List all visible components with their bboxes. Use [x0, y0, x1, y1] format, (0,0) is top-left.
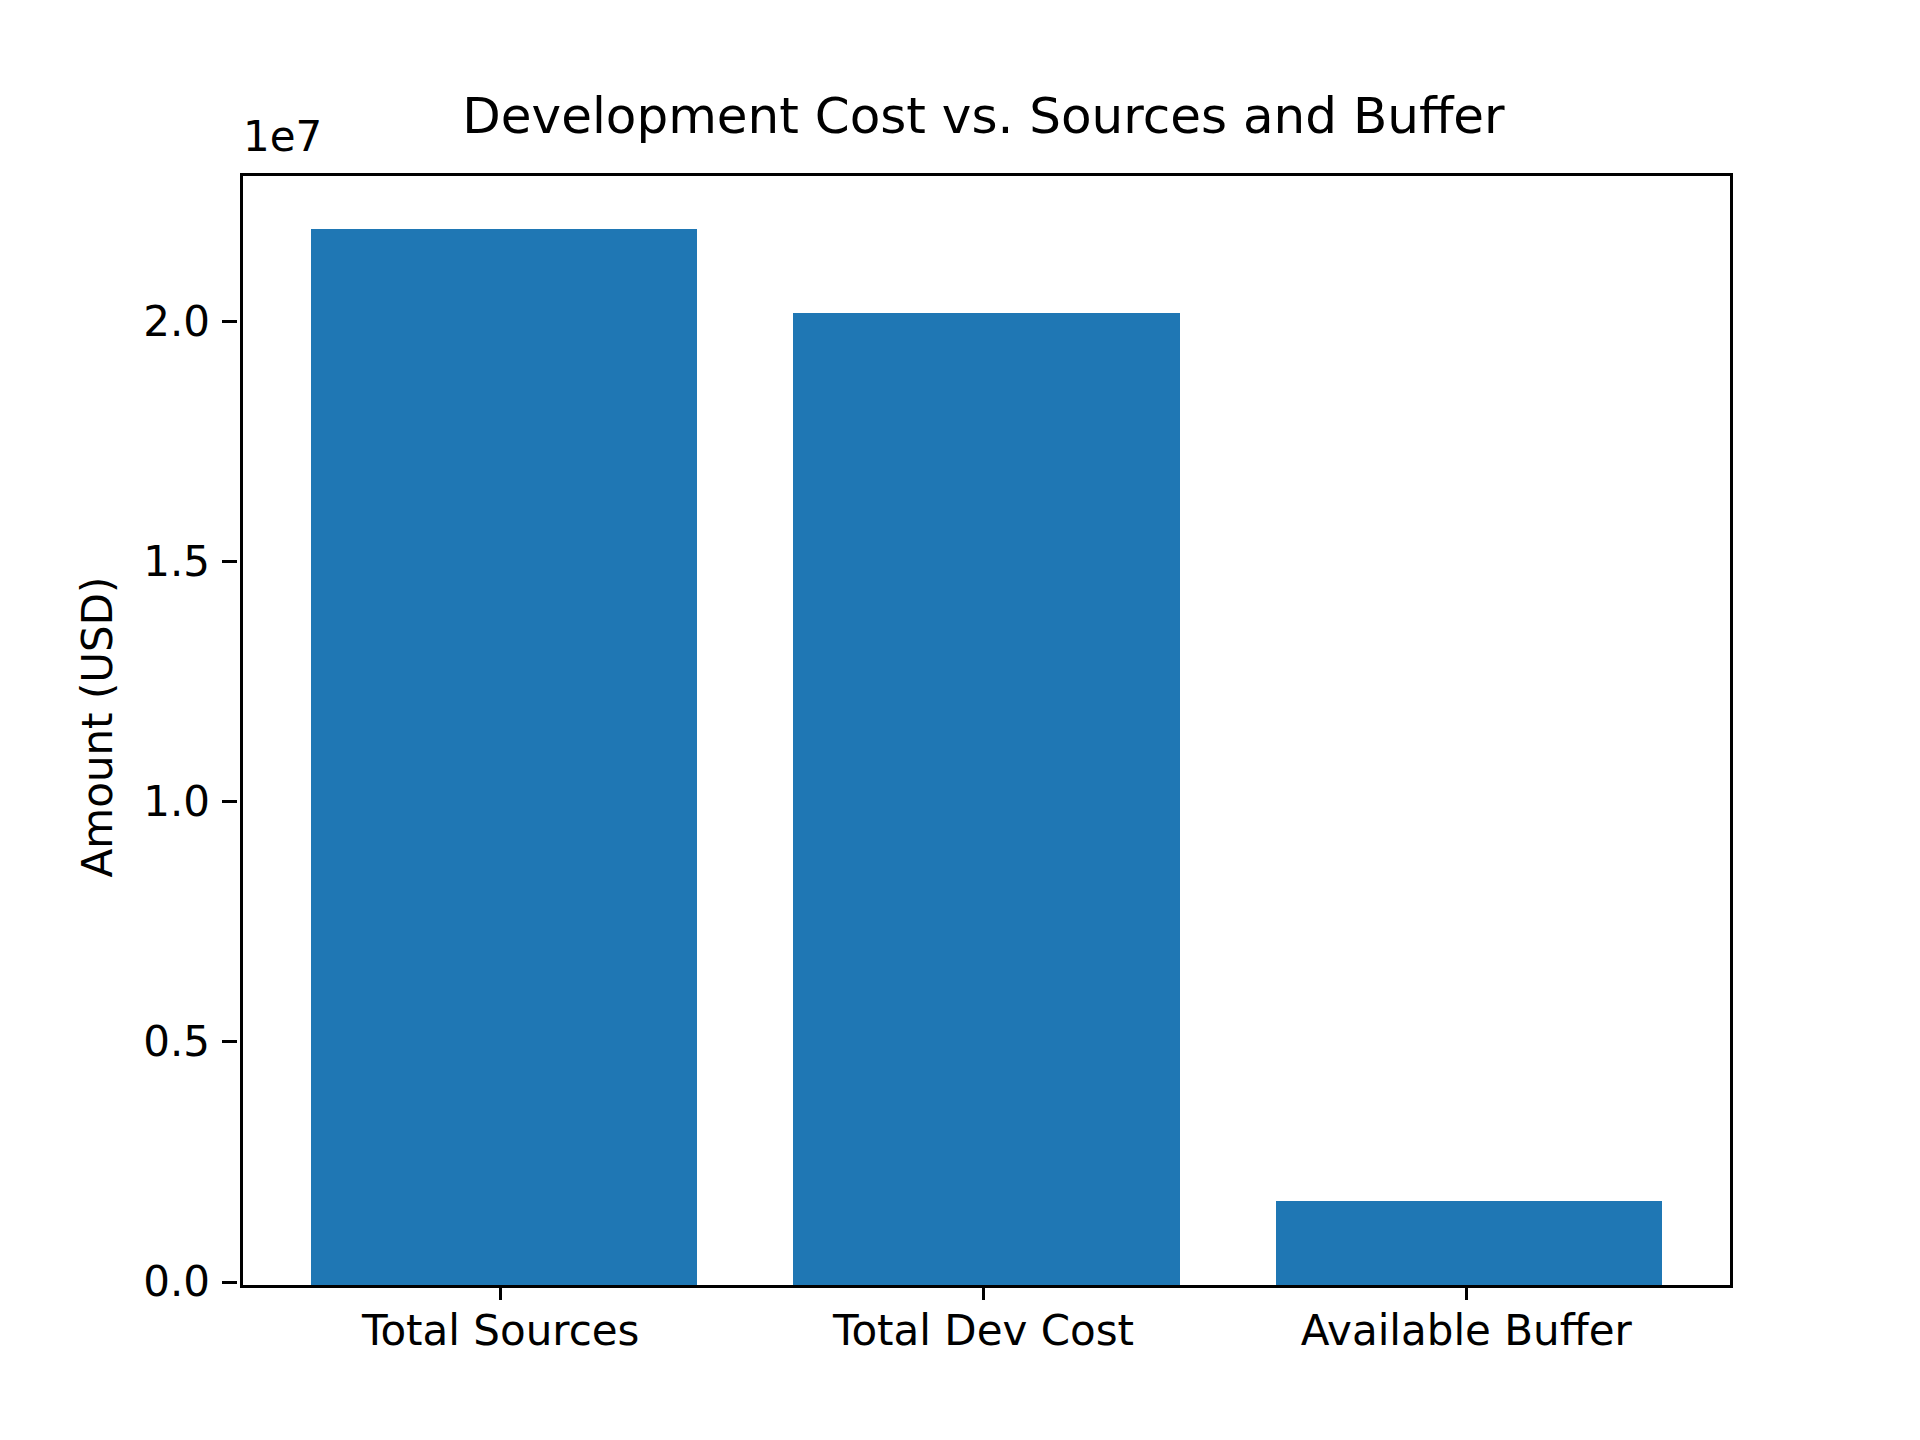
- x-tick-mark: [1465, 1285, 1468, 1300]
- bar-available-buffer: [1276, 1201, 1662, 1285]
- figure: Development Cost vs. Sources and Buffer …: [0, 0, 1920, 1440]
- x-tick-mark: [982, 1285, 985, 1300]
- y-tick-mark: [222, 320, 237, 323]
- x-tick-label-total-sources: Total Sources: [281, 1306, 721, 1356]
- bar-total-dev-cost: [793, 313, 1179, 1285]
- y-tick-label: 2.0: [60, 297, 210, 347]
- y-tick-label: 0.5: [60, 1017, 210, 1067]
- y-tick-mark: [222, 1040, 237, 1043]
- plot-area: [240, 173, 1733, 1288]
- x-tick-label-available-buffer: Available Buffer: [1246, 1306, 1686, 1356]
- y-tick-mark: [222, 560, 237, 563]
- y-tick-mark: [222, 1281, 237, 1284]
- y-tick-label: 1.5: [60, 537, 210, 587]
- y-axis-offset-label: 1e7: [243, 112, 322, 162]
- bar-total-sources: [311, 229, 697, 1285]
- x-tick-label-total-dev-cost: Total Dev Cost: [764, 1306, 1204, 1356]
- chart-title: Development Cost vs. Sources and Buffer: [240, 86, 1727, 146]
- y-tick-label: 0.0: [60, 1257, 210, 1307]
- y-axis-label: Amount (USD): [73, 577, 122, 878]
- y-tick-mark: [222, 800, 237, 803]
- y-tick-label: 1.0: [60, 777, 210, 827]
- x-tick-mark: [499, 1285, 502, 1300]
